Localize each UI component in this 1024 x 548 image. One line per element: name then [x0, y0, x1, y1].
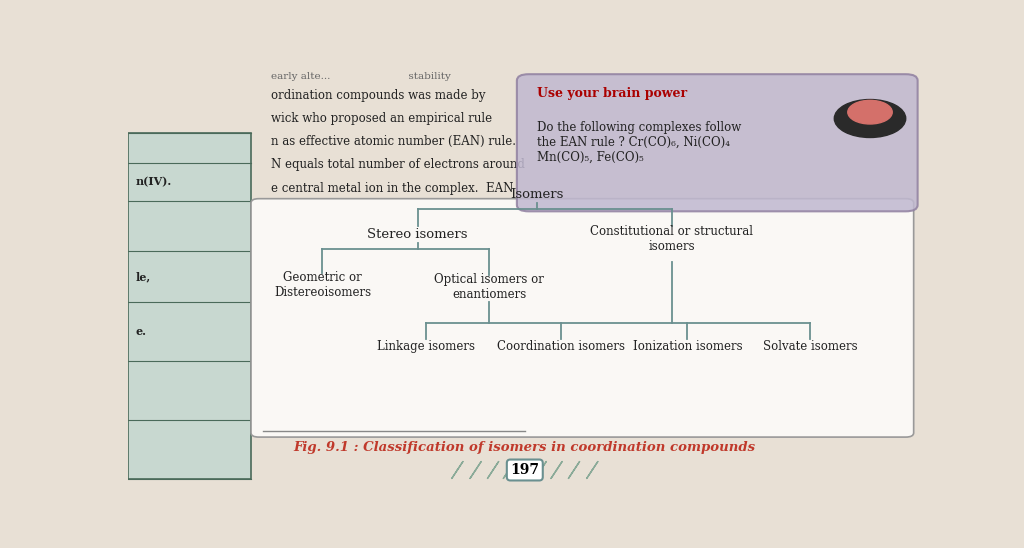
Text: n(IV).: n(IV). [136, 176, 172, 187]
Circle shape [848, 100, 892, 124]
Text: Coordination isomers: Coordination isomers [497, 340, 625, 353]
Text: Geometric or
Distereoisomers: Geometric or Distereoisomers [273, 271, 371, 299]
Text: N equals total number of electrons around: N equals total number of electrons aroun… [270, 158, 524, 172]
Text: Optical isomers or
enantiomers: Optical isomers or enantiomers [434, 273, 544, 301]
Text: n as effective atomic number (EAN) rule.: n as effective atomic number (EAN) rule. [270, 135, 516, 148]
Text: e.: e. [136, 326, 146, 337]
Text: e central metal ion in the complex.  EAN: e central metal ion in the complex. EAN [270, 181, 513, 195]
Text: wick who proposed an empirical rule: wick who proposed an empirical rule [270, 112, 492, 125]
Text: Constitutional or structural
isomers: Constitutional or structural isomers [590, 225, 753, 253]
Text: Linkage isomers: Linkage isomers [377, 340, 474, 353]
Text: Ionization isomers: Ionization isomers [633, 340, 742, 353]
Circle shape [835, 100, 906, 138]
Text: 197: 197 [510, 463, 540, 477]
Text: early alte...                        stability: early alte... stability [270, 72, 451, 81]
Text: Solvate isomers: Solvate isomers [763, 340, 858, 353]
Text: Do the following complexes follow
the EAN rule ? Cr(CO)₆, Ni(CO)₄
Mn(CO)₅, Fe(CO: Do the following complexes follow the EA… [537, 121, 741, 164]
Text: Isomers: Isomers [510, 188, 563, 201]
Text: le,: le, [136, 271, 152, 282]
Text: Stereo isomers: Stereo isomers [368, 228, 468, 241]
Text: Use your brain power: Use your brain power [537, 87, 687, 100]
FancyBboxPatch shape [251, 199, 913, 437]
Text: ordination compounds was made by: ordination compounds was made by [270, 89, 485, 102]
Text: Fig. 9.1 : Classification of isomers in coordination compounds: Fig. 9.1 : Classification of isomers in … [294, 441, 756, 454]
FancyBboxPatch shape [517, 74, 918, 212]
FancyBboxPatch shape [128, 133, 251, 480]
